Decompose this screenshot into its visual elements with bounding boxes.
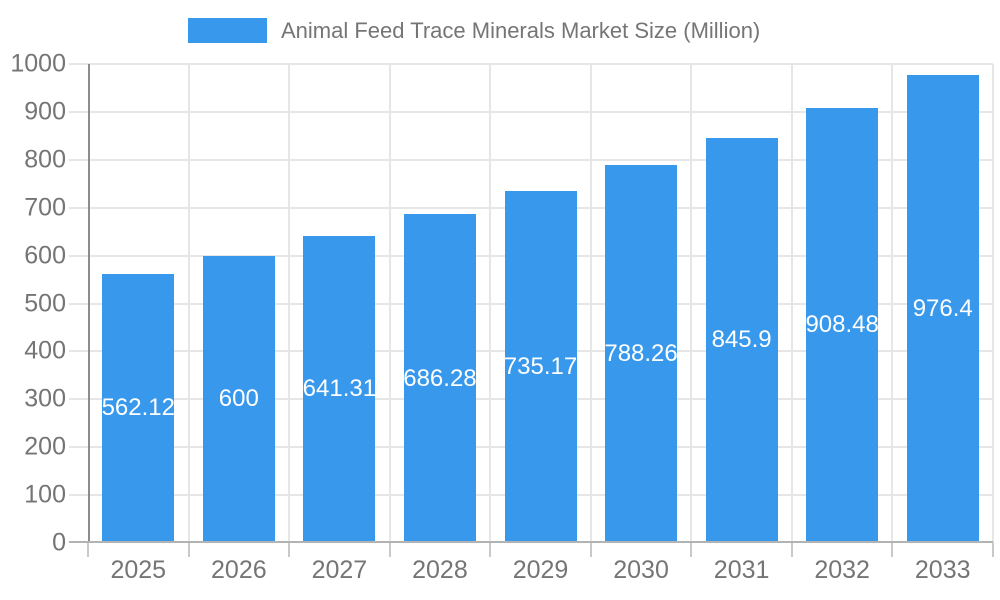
x-axis-tick-label: 2033 [914, 556, 971, 584]
legend-label: Animal Feed Trace Minerals Market Size (… [281, 18, 761, 43]
bar[interactable] [605, 165, 678, 541]
x-axis-tick-label: 2026 [211, 556, 267, 584]
x-axis-tick-label: 2029 [512, 556, 569, 584]
x-axis-tick-label: 2028 [412, 556, 468, 584]
bar[interactable] [504, 190, 577, 541]
gridline-horizontal [69, 158, 993, 161]
y-axis-tick-label: 0 [52, 528, 66, 557]
gridline-vertical [489, 64, 492, 543]
x-axis-tick-label: 2031 [713, 556, 770, 584]
bar-value-label: 641.31 [302, 375, 377, 403]
x-axis-tick-mark [690, 543, 693, 557]
y-axis-tick-label: 800 [24, 145, 66, 174]
x-axis-line [69, 541, 993, 543]
x-axis-tick-mark [388, 543, 391, 557]
y-axis-tick-label: 400 [24, 336, 66, 365]
y-axis-tick-label: 600 [24, 241, 66, 270]
x-axis-tick-mark [891, 543, 894, 557]
legend-item[interactable]: Animal Feed Trace Minerals Market Size (… [188, 18, 760, 43]
bar-value-label: 908.48 [805, 311, 879, 339]
y-axis-tick-label: 300 [24, 384, 66, 413]
gridline-vertical [388, 64, 391, 543]
gridline-horizontal [69, 63, 993, 65]
x-axis-tick-label: 2025 [110, 556, 167, 584]
bar[interactable] [202, 255, 275, 541]
x-axis-tick-mark [187, 543, 190, 557]
x-axis-tick-mark [589, 543, 592, 557]
bar[interactable] [806, 107, 879, 541]
bar-value-label: 845.9 [711, 326, 772, 354]
gridline-vertical [891, 64, 894, 543]
x-axis-tick-label: 2032 [814, 556, 870, 584]
gridline-vertical [690, 64, 693, 543]
gridline-vertical [790, 64, 793, 543]
gridline-vertical [589, 64, 592, 543]
x-axis-tick-label: 2027 [311, 556, 368, 584]
bar[interactable] [705, 137, 778, 541]
gridline-vertical [288, 64, 291, 543]
bar[interactable] [403, 214, 476, 541]
x-axis-tick-mark [288, 543, 291, 557]
x-axis-tick-mark [489, 543, 492, 557]
bar-value-label: 686.28 [403, 364, 477, 392]
bar[interactable] [303, 235, 376, 541]
x-axis-tick-mark [790, 543, 793, 557]
y-axis-tick-label: 500 [24, 289, 66, 317]
bar-value-label: 562.12 [101, 394, 175, 422]
y-axis-line [88, 64, 90, 543]
gridline-horizontal [69, 110, 993, 113]
gridline-vertical [992, 64, 994, 543]
y-axis-tick-label: 200 [24, 432, 66, 461]
y-axis-tick-label: 700 [24, 193, 66, 222]
bar-value-label: 735.17 [503, 352, 578, 380]
x-axis-tick-label: 2030 [613, 556, 669, 584]
plot-area: 562.12 600 641.31 686.28 735.17 788.26 845.9 90… [69, 63, 994, 543]
y-axis-tick-label: 100 [24, 480, 66, 509]
y-axis-tick-label: 1000 [10, 49, 66, 78]
bar-value-label: 976.4 [912, 295, 973, 323]
x-axis-tick-mark [992, 543, 994, 557]
bar-value-label: 788.26 [604, 340, 678, 368]
bar[interactable] [906, 75, 979, 541]
bar-value-label: 600 [218, 385, 259, 413]
bar[interactable] [102, 273, 175, 541]
legend-swatch [188, 18, 267, 43]
y-axis-tick-label: 900 [24, 97, 66, 126]
x-axis-tick-mark [87, 543, 89, 557]
gridline-vertical [187, 64, 190, 543]
